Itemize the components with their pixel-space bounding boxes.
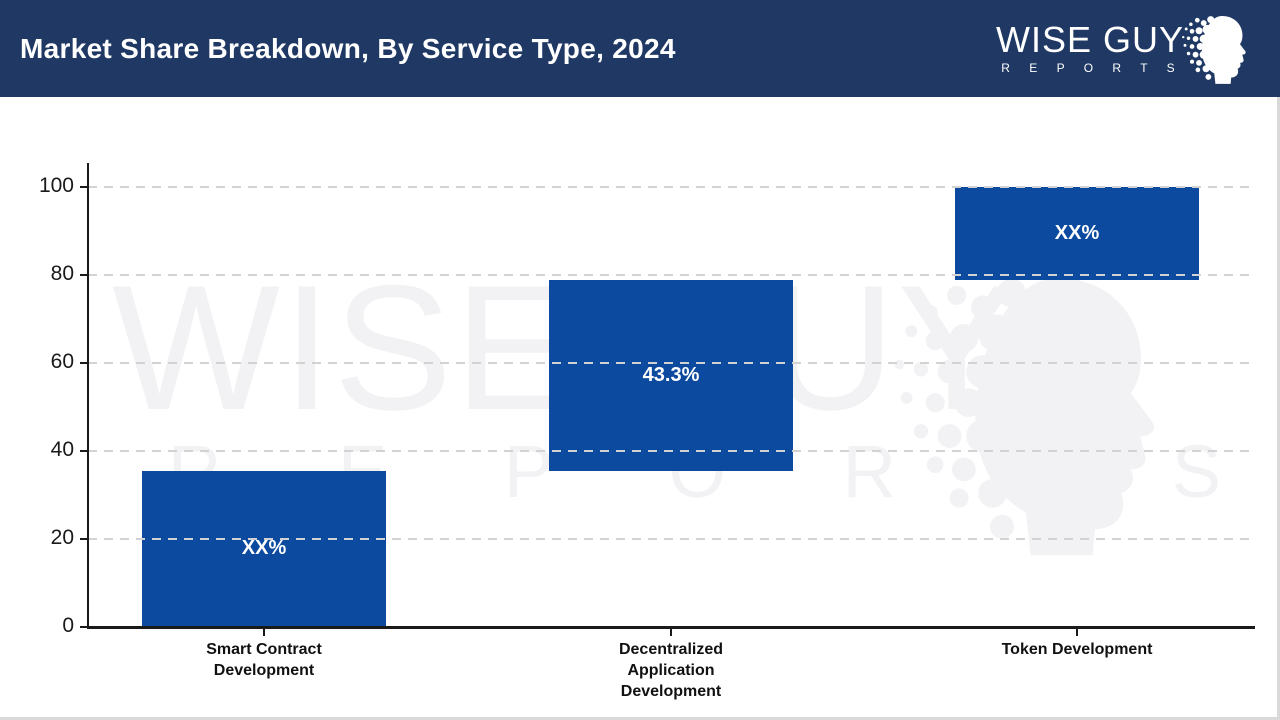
bar-value-label: XX% bbox=[241, 537, 287, 560]
y-tick-mark bbox=[80, 626, 88, 628]
gridline bbox=[88, 186, 1255, 188]
wise-guy-face-icon bbox=[1178, 8, 1254, 92]
x-tick-mark bbox=[263, 629, 265, 636]
gridline bbox=[88, 450, 1255, 452]
watermark-face-icon bbox=[878, 237, 1188, 597]
y-tick-mark bbox=[80, 186, 88, 188]
y-tick-label: 20 bbox=[50, 526, 74, 549]
bar-value-label: XX% bbox=[1054, 222, 1100, 245]
y-tick-label: 0 bbox=[62, 614, 74, 637]
x-axis-label: Token Development bbox=[1001, 641, 1153, 658]
chart-area: WISE GUY R E P O R T S 0 20 40 60 80 100 XX% 43… bbox=[0, 97, 1280, 720]
y-tick-label: 100 bbox=[38, 174, 74, 197]
y-tick-label: 60 bbox=[50, 350, 74, 373]
gridline bbox=[88, 362, 1255, 364]
header-bar: Market Share Breakdown, By Service Type,… bbox=[0, 0, 1280, 97]
y-tick-mark bbox=[80, 274, 88, 276]
y-tick-mark bbox=[80, 450, 88, 452]
brand-logo: WISE GUY R E P O R T S bbox=[996, 6, 1254, 92]
bar-value-label: 43.3% bbox=[642, 364, 700, 387]
bar-1: XX% bbox=[142, 470, 386, 627]
y-tick-label: 40 bbox=[50, 438, 74, 461]
x-axis-label: Decentralized Application Development bbox=[618, 641, 724, 700]
y-axis-spine bbox=[87, 163, 89, 627]
bar-2: 43.3% bbox=[549, 280, 793, 471]
x-tick-mark bbox=[670, 629, 672, 636]
x-axis-baseline bbox=[87, 626, 1255, 629]
logo-wordmark: WISE GUY bbox=[995, 19, 1184, 60]
logo-reports-label: R E P O R T S bbox=[1001, 61, 1183, 75]
y-tick-mark bbox=[80, 538, 88, 540]
x-tick-mark bbox=[1076, 629, 1078, 636]
gridline bbox=[88, 538, 1255, 540]
x-axis-label: Smart Contract Development bbox=[206, 641, 322, 679]
page-title: Market Share Breakdown, By Service Type,… bbox=[20, 32, 676, 64]
bar-3: XX% bbox=[955, 187, 1199, 281]
y-tick-label: 80 bbox=[50, 262, 74, 285]
gridline bbox=[88, 274, 1255, 276]
logo-text: WISE GUY R E P O R T S bbox=[995, 19, 1184, 76]
y-tick-mark bbox=[80, 362, 88, 364]
